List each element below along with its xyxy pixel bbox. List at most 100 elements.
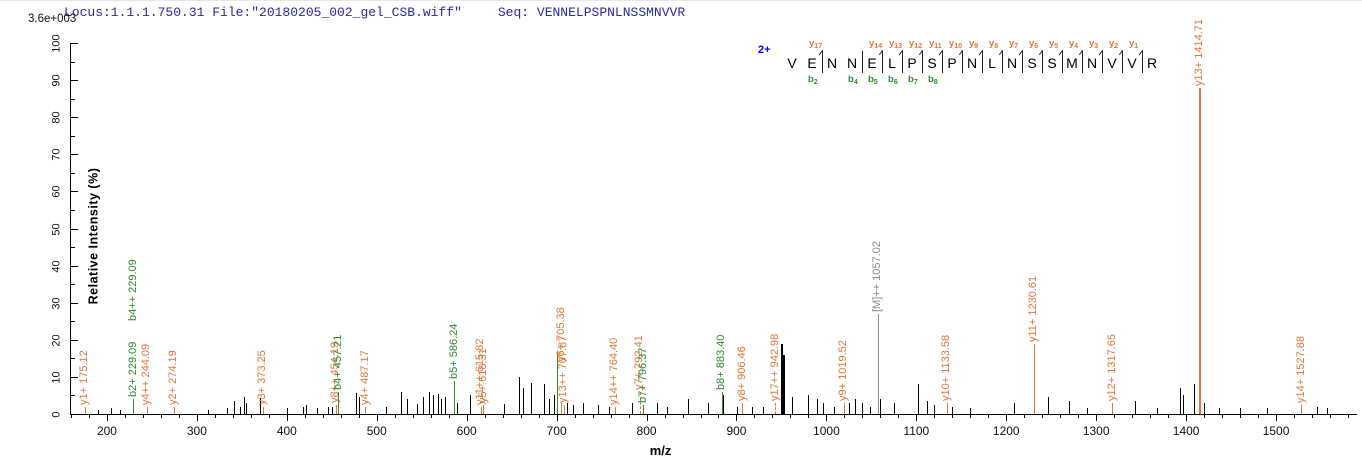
y-axis-tick	[71, 228, 78, 230]
annotated-peak-line	[1033, 343, 1035, 414]
spectrum-peak	[792, 397, 794, 414]
y-axis-tick-label: 40	[50, 259, 63, 273]
x-axis-tick-label: 1100	[903, 424, 930, 438]
x-axis-tick	[1006, 414, 1008, 421]
y-axis-tick-label: 0	[50, 411, 63, 418]
x-axis-tick	[772, 414, 774, 418]
x-axis-tick	[970, 414, 972, 418]
spectrum-peak	[667, 406, 669, 414]
y-axis-tick	[71, 247, 75, 249]
spectrum-peak	[470, 395, 472, 414]
spectrum-peak	[783, 354, 786, 414]
x-axis-tick	[160, 414, 162, 418]
y-ion-label: y11	[929, 38, 942, 50]
residue-3-N: N	[826, 55, 838, 71]
cleavage-line	[862, 51, 863, 73]
y-axis-tick-label: 50	[50, 222, 63, 236]
residue-13-S: S	[1027, 55, 1037, 71]
x-axis-tick	[736, 414, 738, 421]
spectrum-peak	[1194, 384, 1196, 414]
x-axis-tick	[898, 414, 900, 418]
y-ion-label: y5	[1049, 38, 1059, 50]
residue-9-P: P	[947, 55, 957, 71]
spectrum-peak	[751, 406, 753, 414]
x-axis-tick	[862, 414, 864, 418]
spectrum-peak	[567, 402, 569, 414]
x-axis-tick	[592, 414, 594, 418]
x-axis-tick	[1186, 414, 1188, 421]
b-ion-label: b2	[808, 74, 818, 86]
y-axis-tick-label: 20	[50, 334, 63, 347]
x-axis-tick	[358, 414, 360, 418]
y-axis-tick	[71, 135, 75, 137]
cleavage-line	[982, 51, 983, 73]
x-axis-tick	[412, 414, 414, 418]
peak-annotation-label: y13+ 1414.71	[1192, 18, 1205, 86]
x-axis-tick	[448, 414, 450, 418]
x-axis-tick	[574, 414, 576, 418]
x-axis-tick	[196, 414, 198, 421]
y-ion-label: y7	[1009, 38, 1019, 50]
x-axis-tick	[340, 414, 342, 418]
y-axis-tick-label: 100	[50, 34, 63, 53]
residue-12-N: N	[1006, 55, 1018, 71]
peak-annotation-label: y5+ 618.31	[476, 348, 489, 403]
spectrum-peak	[572, 404, 574, 414]
b-ion-label: b4	[848, 74, 858, 86]
peak-annotation-label: y3+ 373.25	[256, 349, 269, 405]
peak-annotation-label: y4++ 244.09	[140, 343, 153, 405]
base-peak-intensity-label: 3.6e+003	[28, 13, 77, 25]
annotated-peak-line	[483, 404, 485, 414]
peak-annotation-label: y8+ 906.46	[735, 346, 748, 402]
annotated-peak-line	[843, 402, 845, 414]
residue-5-E: E	[867, 55, 877, 71]
peak-annotation-label: y12+ 1317.65	[1105, 334, 1118, 402]
b-ion-label: b7	[908, 74, 918, 86]
y-axis-tick	[71, 321, 75, 323]
y-axis-tick	[71, 265, 78, 267]
spectrum-peak	[120, 410, 122, 414]
x-axis-tick-label: 500	[366, 424, 387, 438]
x-axis-tick	[1132, 414, 1134, 418]
y-ion-label: y6	[1029, 38, 1039, 50]
annotated-peak-line	[133, 399, 135, 414]
cleavage-line	[1142, 51, 1143, 73]
x-axis-tick-label: 1300	[1082, 424, 1110, 438]
spectrum-peak	[331, 406, 333, 414]
x-axis-tick	[610, 414, 612, 418]
spectrum-peak	[358, 397, 360, 414]
x-axis-tick-label: 1000	[813, 424, 840, 438]
residue-10-N: N	[966, 55, 978, 71]
y-ion-label: y8	[989, 38, 999, 50]
spectrum-peak	[428, 391, 430, 414]
annotated-peak-line	[614, 406, 616, 414]
annotated-peak-line	[84, 406, 86, 414]
x-axis-tick-label: 200	[96, 424, 117, 438]
x-axis-tick-label: 600	[456, 424, 477, 438]
spectrum-peak	[608, 406, 610, 414]
peak-annotation-label: y10+ 1133.58	[940, 334, 953, 402]
y-axis-tick	[71, 284, 75, 286]
b-ion-label: b8	[928, 74, 938, 86]
spectrum-peak	[817, 399, 819, 414]
spectrum-peak	[530, 383, 532, 414]
residue-7-P: P	[907, 55, 917, 71]
cleavage-line	[1002, 51, 1003, 73]
cleavage-line	[962, 51, 963, 73]
x-axis-tick	[286, 414, 288, 421]
cleavage-line	[822, 51, 823, 73]
x-axis-tick	[934, 414, 936, 418]
x-axis-tick	[988, 414, 990, 418]
y-ion-label: y3	[1089, 38, 1099, 50]
spectrum-peak	[707, 402, 709, 414]
spectrum-peak	[328, 406, 330, 414]
x-axis-title: m/z	[649, 443, 672, 458]
cleavage-line	[922, 51, 923, 73]
spectrum-plot-area[interactable]: Relative Intensity (%) m/z 0 10 20 30 40 50 60…	[51, 19, 1357, 458]
peak-annotation-label: y1+ 175.12	[78, 349, 91, 405]
cleavage-line	[1082, 51, 1083, 73]
spectrum-peak	[259, 398, 261, 414]
x-axis-tick	[232, 414, 234, 418]
spectrum-peak	[807, 395, 809, 414]
spectrum-peak	[848, 402, 850, 414]
